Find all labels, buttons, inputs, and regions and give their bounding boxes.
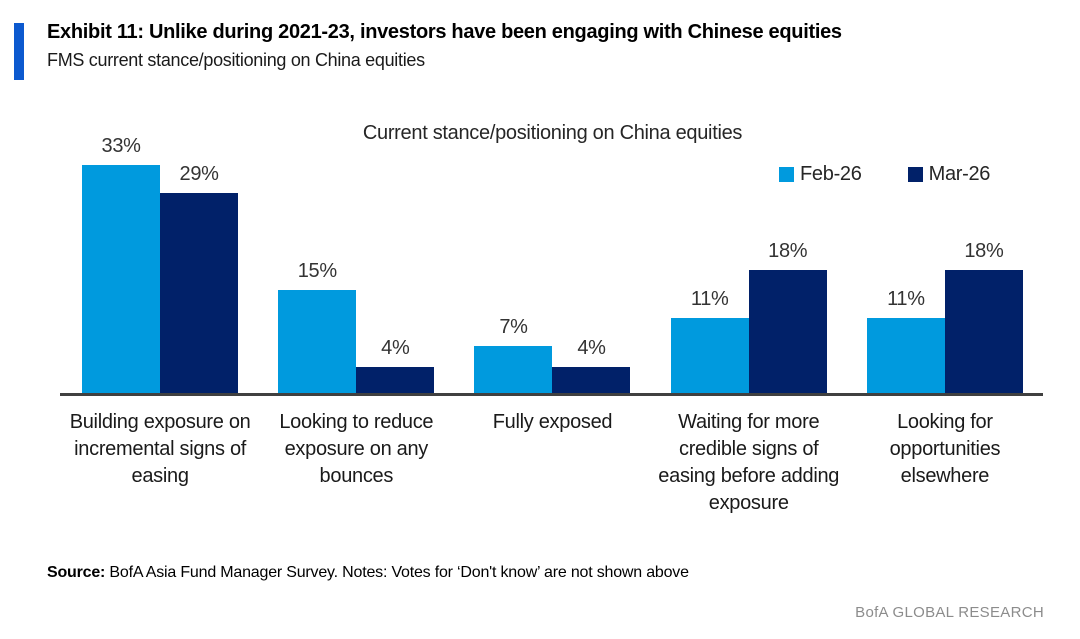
bar-value-label: 7%	[499, 316, 528, 338]
bar-value-label: 33%	[101, 135, 141, 157]
bar-feb-26	[82, 165, 161, 395]
legend-label: Feb-26	[800, 163, 862, 185]
bar-group: 15% 4%	[258, 110, 454, 395]
chart-legend: Feb-26 Mar-26	[779, 163, 990, 186]
bar-value-label: 29%	[179, 163, 219, 185]
bar-value-label: 11%	[690, 288, 729, 310]
bar-value-label: 15%	[297, 260, 337, 282]
legend-item: Feb-26	[779, 163, 862, 186]
bar-column: 18%	[944, 110, 1023, 395]
bar-mar-26	[552, 367, 631, 395]
bar-mar-26	[748, 270, 827, 395]
bar-column: 33%	[82, 110, 161, 395]
bar-value-label: 18%	[964, 240, 1004, 262]
exhibit-title: Exhibit 11: Unlike during 2021-23, inves…	[47, 21, 842, 43]
exhibit-accent-bar	[14, 23, 24, 80]
category-label: Looking for opportunities elsewhere	[889, 411, 1001, 487]
bar-group: 7% 4%	[454, 110, 650, 395]
bar-value-label: 4%	[577, 337, 606, 359]
bar-column: 4%	[552, 110, 631, 395]
exhibit-subtitle: FMS current stance/positioning on China …	[47, 50, 425, 70]
bar-column: 11%	[670, 110, 749, 395]
bar-group: 11% 18%	[847, 110, 1043, 395]
bar-column: 29%	[160, 110, 239, 395]
bar-value-label: 18%	[768, 240, 808, 262]
bar-feb-26	[278, 290, 357, 395]
legend-swatch-icon	[907, 167, 923, 182]
legend-label: Mar-26	[928, 163, 991, 185]
source-note: Source: BofA Asia Fund Manager Survey. N…	[47, 564, 689, 582]
category-label: Building exposure on incremental signs o…	[69, 411, 251, 487]
chart-title: Current stance/positioning on China equi…	[362, 122, 743, 144]
legend-item: Mar-26	[907, 163, 991, 186]
bar-mar-26	[944, 270, 1023, 395]
bar-mar-26	[160, 193, 239, 395]
bar-group: 11% 18%	[651, 110, 847, 395]
bar-feb-26	[670, 318, 749, 395]
x-axis-line	[60, 393, 1043, 396]
bar-value-label: 4%	[381, 337, 410, 359]
bar-group: 33% 29%	[62, 110, 258, 395]
plot-area: 33% 29% 15% 4% 7% 4% 11% 18% 11% 18%	[62, 110, 1043, 395]
source-label: Source:	[47, 564, 106, 581]
bar-feb-26	[866, 318, 945, 395]
category-label: Fully exposed	[492, 411, 613, 433]
bar-column: 11%	[866, 110, 945, 395]
bar-feb-26	[474, 346, 553, 395]
bar-column: 15%	[278, 110, 357, 395]
bofa-branding: BofA GLOBAL RESEARCH	[855, 604, 1044, 621]
bar-column: 18%	[748, 110, 827, 395]
category-label: Looking to reduce exposure on any bounce…	[279, 411, 434, 487]
category-labels: Building exposure on incremental signs o…	[62, 409, 1043, 517]
bar-column: 4%	[356, 110, 435, 395]
bar-value-label: 11%	[887, 288, 925, 310]
source-text: BofA Asia Fund Manager Survey. Notes: Vo…	[105, 564, 689, 581]
category-label: Waiting for more credible signs of easin…	[658, 411, 840, 514]
legend-swatch-icon	[779, 167, 794, 182]
bar-mar-26	[356, 367, 435, 395]
bar-column: 7%	[474, 110, 553, 395]
